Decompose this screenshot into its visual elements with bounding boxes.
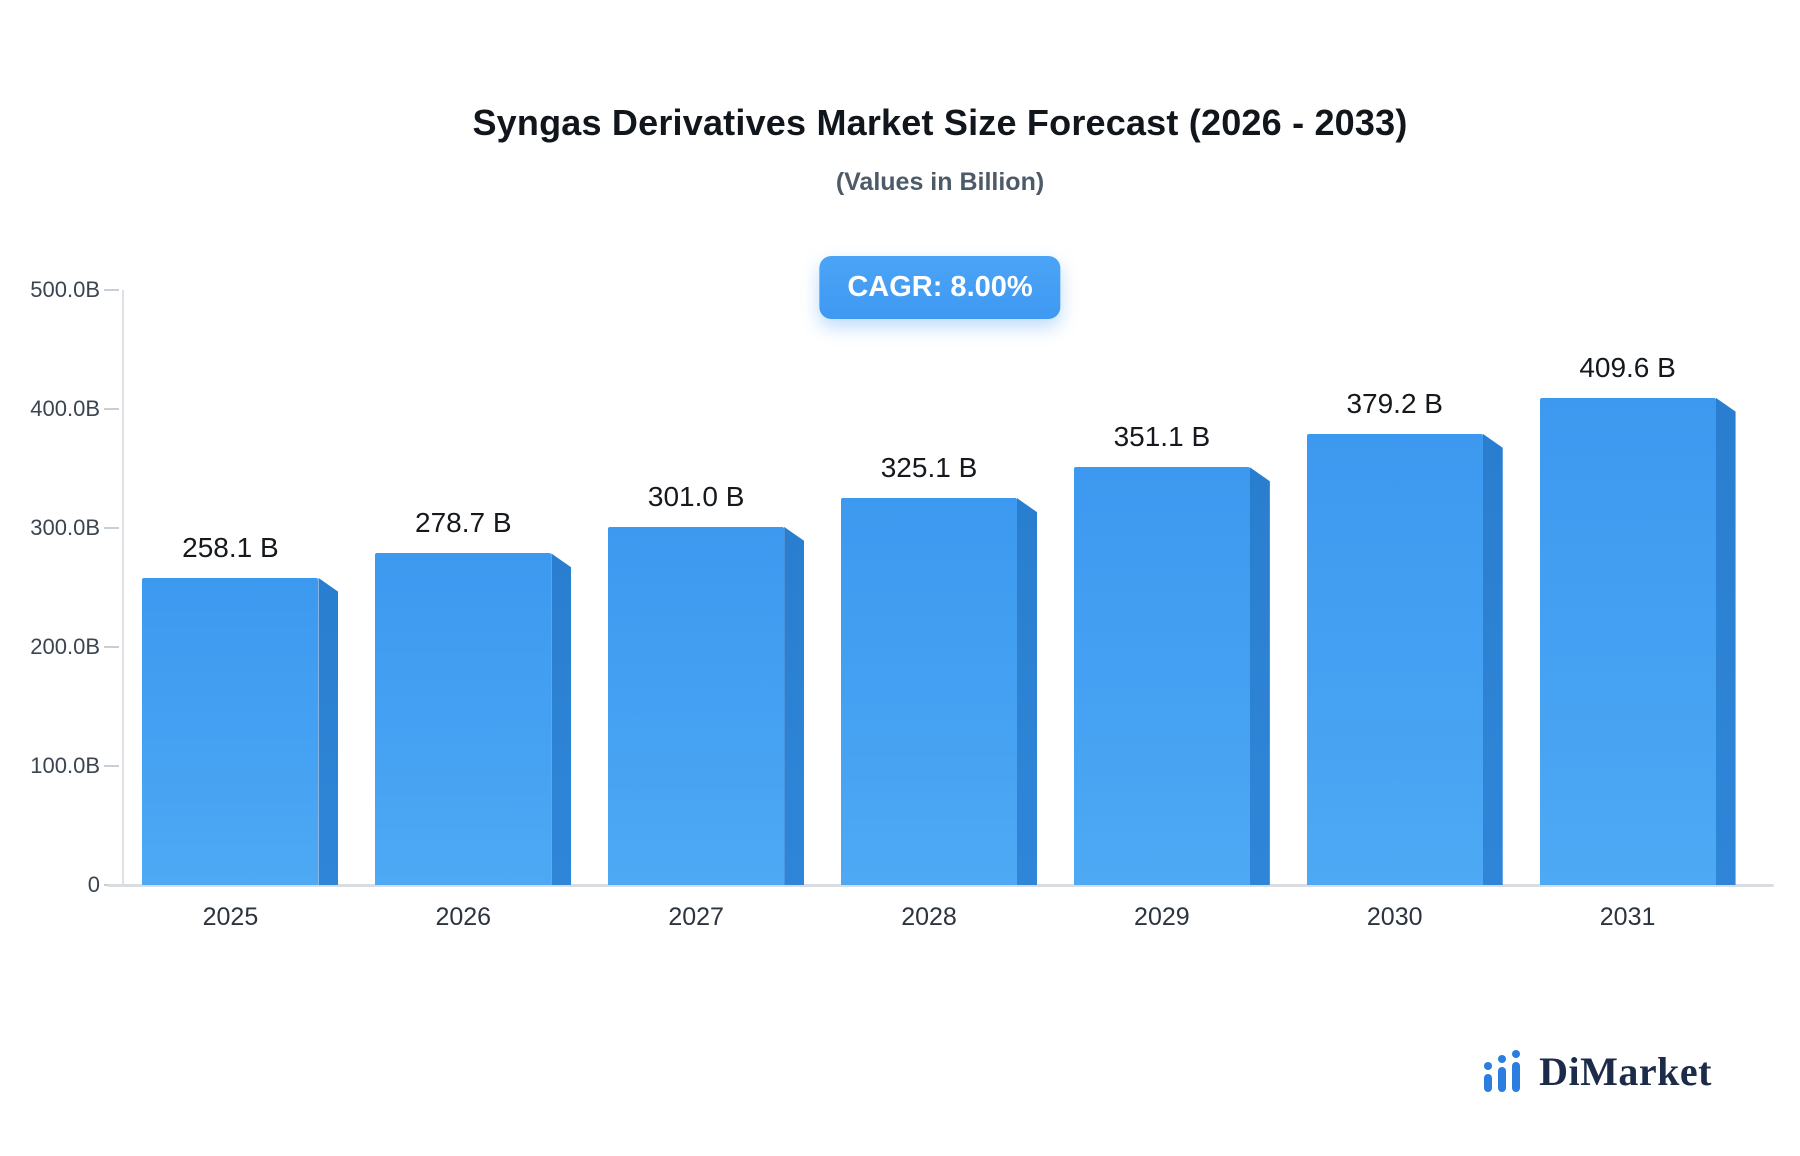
bar[interactable]: 258.1 B — [142, 532, 339, 885]
y-axis-tick — [104, 765, 119, 767]
bar-side — [1715, 397, 1736, 885]
y-axis-tick-label: 500.0B — [30, 277, 100, 302]
y-axis-tick — [104, 408, 119, 410]
bar-slot: 325.1 B — [823, 290, 1056, 885]
y-axis-line — [122, 290, 124, 887]
chart-title: Syngas Derivatives Market Size Forecast … — [472, 102, 1408, 143]
y-axis-tick — [104, 289, 119, 291]
y-axis-tick — [104, 527, 119, 529]
dimarket-logo-icon — [1484, 1049, 1521, 1092]
y-axis-tick — [104, 646, 119, 648]
x-axis-label: 2031 — [1599, 903, 1656, 931]
cagr-badge: CAGR: 8.00% — [819, 256, 1061, 319]
y-axis-tick-label: 100.0B — [30, 753, 100, 778]
bar-side — [1017, 498, 1037, 885]
bar-side — [784, 526, 805, 885]
bar[interactable]: 325.1 B — [841, 452, 1037, 885]
x-axis-label: 2029 — [1134, 903, 1190, 931]
x-axis-label: 2030 — [1366, 903, 1423, 931]
bar-side — [551, 553, 572, 885]
x-axis-line — [108, 884, 1774, 887]
x-axis-label: 2027 — [668, 903, 724, 931]
bar-face[interactable] — [1539, 397, 1716, 885]
bar-face[interactable] — [1306, 433, 1483, 885]
bar[interactable]: 301.0 B — [608, 481, 805, 885]
bar-slot: 258.1 B — [124, 290, 357, 885]
bar-value-label: 325.1 B — [880, 452, 978, 484]
bar-value-label: 351.1 B — [1113, 421, 1211, 453]
bar-slot: 278.7 B — [357, 290, 590, 885]
bar-side — [318, 577, 339, 885]
bar-value-label: 409.6 B — [1579, 351, 1676, 383]
bar-face[interactable] — [142, 577, 319, 885]
y-axis-tick-label: 400.0B — [30, 396, 100, 421]
bar-face[interactable] — [375, 553, 552, 885]
x-axis-label: 2025 — [202, 903, 259, 931]
bar-value-label: 278.7 B — [415, 507, 512, 539]
x-axis-label: 2026 — [435, 903, 492, 931]
bar-slot: 409.6 B — [1521, 290, 1754, 885]
y-axis-tick-label: 0 — [87, 872, 100, 897]
bar[interactable]: 278.7 B — [375, 507, 572, 885]
bar-value-label: 258.1 B — [182, 531, 279, 563]
bar-face[interactable] — [841, 498, 1017, 885]
bar[interactable]: 379.2 B — [1306, 388, 1503, 885]
chart-subtitle: (Values in Billion) — [835, 168, 1045, 196]
y-axis-labels: 500.0B 400.0B 300.0B 200.0B 100.0B 0 — [0, 0, 100, 1156]
bar-slot: 379.2 B — [1288, 290, 1521, 885]
bar-side — [1249, 467, 1270, 885]
dimarket-logo-text: DiMarket — [1539, 1049, 1712, 1094]
bars-area: 258.1 B 278.7 B 301.0 B 325.1 B 351.1 B 379.2… — [124, 290, 1754, 885]
bar-slot: 301.0 B — [590, 290, 823, 885]
bar-side — [1482, 433, 1503, 885]
x-axis-label: 2028 — [901, 903, 957, 931]
bar-face[interactable] — [608, 526, 785, 885]
bar-value-label: 379.2 B — [1346, 387, 1443, 419]
x-axis-labels: 2025 2026 2027 2028 2029 2030 2031 — [124, 903, 1754, 932]
bar[interactable]: 409.6 B — [1539, 352, 1736, 885]
bar-face[interactable] — [1073, 467, 1250, 885]
y-axis-tick-label: 200.0B — [30, 634, 100, 659]
y-axis-tick-label: 300.0B — [30, 515, 100, 540]
cagr-badge-label: CAGR: 8.00% — [847, 271, 1033, 303]
bar[interactable]: 351.1 B — [1073, 421, 1270, 885]
dimarket-logo: DiMarket — [1481, 1048, 1712, 1095]
bar-value-label: 301.0 B — [647, 480, 745, 512]
bar-slot: 351.1 B — [1055, 290, 1288, 885]
